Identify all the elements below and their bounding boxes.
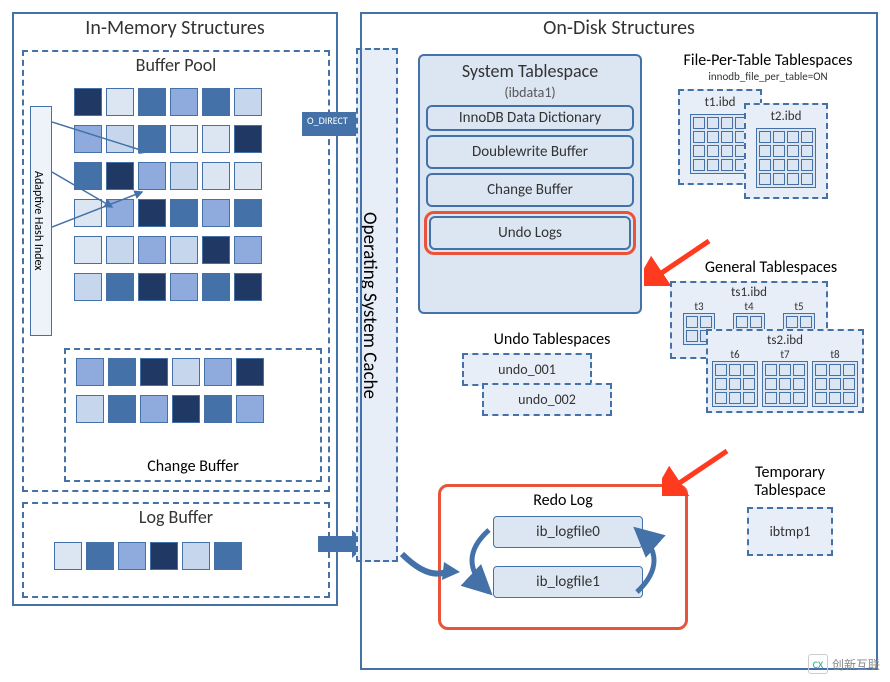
system-ts-title: System Tablespace [420,56,640,84]
watermark-logo: CX [808,654,828,674]
ts2-ibd: ts2.ibd t6t7t8 [706,329,864,413]
dw-buffer: Doublewrite Buffer [426,135,634,169]
watermark-text: 创新互联 [832,656,880,673]
system-ts-subtitle: (ibdata1) [420,84,640,101]
in-memory-panel: In-Memory Structures Buffer Pool Adaptiv… [12,12,338,606]
undo-ts-group: Undo Tablespaces undo_001 undo_002 [452,330,652,429]
log-buffer-title: Log Buffer [24,504,328,530]
redo-cycle-right [633,518,675,604]
on-disk-title: On-Disk Structures [362,14,876,42]
log-buffer-box: Log Buffer [22,502,330,598]
buffer-pool-grid [72,86,264,308]
in-memory-title: In-Memory Structures [14,14,336,42]
buffer-pool-title: Buffer Pool [24,52,328,78]
fpt-title: File-Per-Table Tablespaces [668,52,868,70]
undo-002: undo_002 [482,383,612,416]
undo-001: undo_001 [462,353,592,386]
oscache-redo-arrow [400,552,460,592]
general-ts-title: General Tablespaces [666,258,876,277]
buffer-pool-box: Buffer Pool Adaptive Hash Index Change B… [22,50,330,492]
change-buffer-box: Change Buffer [64,348,322,482]
ib-logfile1: ib_logfile1 [493,566,643,598]
on-disk-panel: On-Disk Structures System Tablespace (ib… [360,12,878,670]
system-ts-box: System Tablespace (ibdata1) InnoDB Data … [418,54,642,314]
temp-ts-group: Temporary Tablespace ibtmp1 [720,464,860,556]
general-ts-group: General Tablespaces ts1.ibd t3t4t5 ts2.i… [666,258,876,431]
undo-logs: Undo Logs [429,216,631,250]
t2-ibd: t2.ibd [744,103,828,199]
ahi-box: Adaptive Hash Index [30,106,52,336]
redo-highlight: Redo Log ib_logfile0 ib_logfile1 [438,484,688,630]
ahi-label: Adaptive Hash Index [31,107,45,335]
undo-ts-title: Undo Tablespaces [452,330,652,349]
watermark: CX 创新互联 [808,654,880,674]
o-direct-label: O_DIRECT [307,114,348,127]
log-buffer-grid [52,540,244,577]
change-buffer-title: Change Buffer [66,457,320,476]
change-buffer-disk: Change Buffer [426,173,634,207]
undo-logs-highlight: Undo Logs [424,211,636,255]
ib-logfile0: ib_logfile0 [493,516,643,548]
fpt-config: innodb_file_per_table=ON [668,70,868,83]
fpt-group: File-Per-Table Tablespaces innodb_file_p… [668,52,868,199]
temp-ts-title: Temporary Tablespace [720,464,860,499]
innodb-dict: InnoDB Data Dictionary [426,105,634,131]
change-buffer-grid [74,356,266,430]
redo-title: Redo Log [445,491,681,510]
ibtmp1: ibtmp1 [747,507,833,556]
